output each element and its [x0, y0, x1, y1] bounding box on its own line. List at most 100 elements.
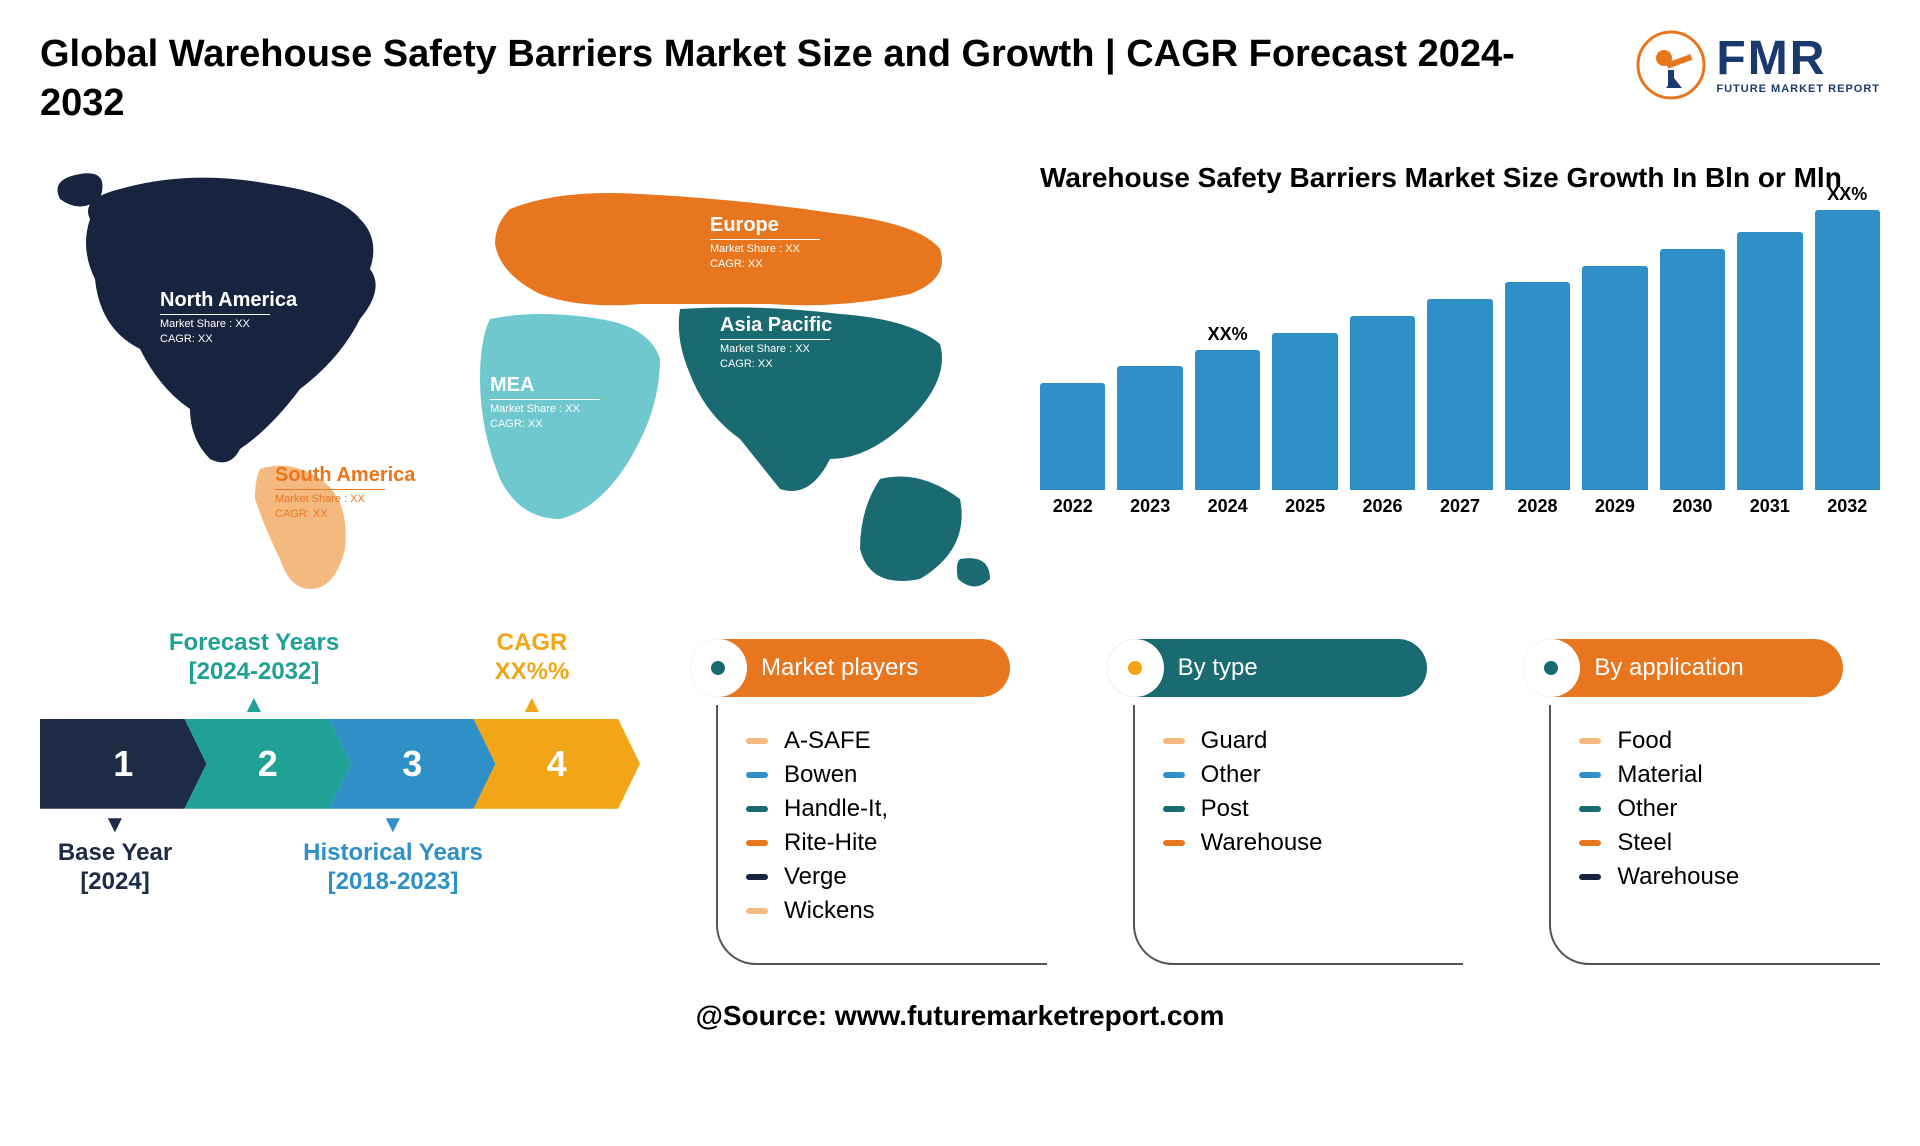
list-item-label: Verge	[784, 863, 847, 891]
region-name: Asia Pacific	[720, 314, 832, 337]
dash-icon	[746, 840, 768, 846]
list-item-label: Rite-Hite	[784, 829, 877, 857]
bar	[1272, 333, 1337, 490]
bar-2029: 2029	[1582, 266, 1647, 517]
triangle-up-icon: ▲	[242, 691, 266, 719]
list-item-label: Warehouse	[1617, 863, 1739, 891]
bar	[1505, 282, 1570, 489]
list-item: Post	[1163, 795, 1452, 823]
column-title: By type	[1164, 654, 1258, 682]
bar-2024: XX%2024	[1195, 350, 1260, 517]
list-item-label: Steel	[1617, 829, 1672, 857]
region-name: Europe	[710, 214, 820, 237]
timeline-label: CAGRXX%%	[442, 629, 622, 687]
list-item-label: Food	[1617, 727, 1672, 755]
bar-year-label: 2024	[1208, 496, 1248, 517]
list-item-label: A-SAFE	[784, 727, 871, 755]
bar	[1040, 383, 1105, 489]
bar-year-label: 2026	[1363, 496, 1403, 517]
bar	[1815, 210, 1880, 490]
label-north-america: North America Market Share : XXCAGR: XX	[160, 289, 297, 348]
logo-text: FMR	[1716, 35, 1880, 83]
column-title: By application	[1580, 654, 1743, 682]
triangle-down-icon: ▼	[103, 811, 127, 839]
bar-year-label: 2029	[1595, 496, 1635, 517]
dash-icon	[1163, 772, 1185, 778]
list-item-label: Material	[1617, 761, 1702, 789]
category-column: Market playersA-SAFEBowenHandle-It,Rite-…	[690, 639, 1047, 965]
logo-subtitle: FUTURE MARKET REPORT	[1716, 83, 1880, 95]
chart-title: Warehouse Safety Barriers Market Size Gr…	[1040, 159, 1880, 197]
timeline-step-2: 2	[185, 719, 352, 809]
bar-2031: 2031	[1737, 232, 1802, 517]
bar-year-label: 2027	[1440, 496, 1480, 517]
timeline-step-3: 3	[329, 719, 496, 809]
bar-2027: 2027	[1427, 299, 1492, 516]
bar-2030: 2030	[1660, 249, 1725, 517]
dash-icon	[1579, 806, 1601, 812]
column-body: Food Material Other Steel Warehouse	[1549, 705, 1880, 965]
dash-icon	[1579, 772, 1601, 778]
list-item-label: Wickens	[784, 897, 875, 925]
dash-icon	[746, 908, 768, 914]
region-name: MEA	[490, 374, 600, 397]
list-item: A-SAFE	[746, 727, 1035, 755]
label-europe: Europe Market Share : XXCAGR: XX	[710, 214, 820, 273]
bar-top-label: XX%	[1827, 184, 1867, 205]
column-body: GuardOtherPostWarehouse	[1133, 705, 1464, 965]
dash-icon	[1163, 806, 1185, 812]
bar-year-label: 2032	[1827, 496, 1867, 517]
header: Global Warehouse Safety Barriers Market …	[40, 30, 1880, 129]
bar-chart: 20222023XX%20242025202620272028202920302…	[1040, 207, 1880, 517]
dash-icon	[1579, 840, 1601, 846]
list-item: Wickens	[746, 897, 1035, 925]
label-asia-pacific: Asia Pacific Market Share : XXCAGR: XX	[720, 314, 832, 373]
column-header-pill: Market players	[690, 639, 1010, 697]
list-item-label: Post	[1201, 795, 1249, 823]
list-item: Warehouse	[1163, 829, 1452, 857]
bar-year-label: 2028	[1517, 496, 1557, 517]
circle-icon	[1523, 639, 1580, 697]
category-columns: Market playersA-SAFEBowenHandle-It,Rite-…	[690, 639, 1880, 965]
timeline-label: Forecast Years[2024-2032]	[164, 629, 344, 687]
dash-icon	[746, 772, 768, 778]
timeline-label: Base Year[2024]	[25, 839, 205, 897]
dash-icon	[1163, 738, 1185, 744]
timeline-step-4: 4	[474, 719, 641, 809]
timeline: 1234 Base Year[2024]▼Forecast Years[2024…	[40, 639, 640, 809]
bar	[1117, 366, 1182, 489]
dash-icon	[1163, 840, 1185, 846]
bar-year-label: 2023	[1130, 496, 1170, 517]
list-item: Food	[1579, 727, 1868, 755]
circle-icon	[1107, 639, 1164, 697]
dash-icon	[746, 874, 768, 880]
bar-year-label: 2025	[1285, 496, 1325, 517]
timeline-label: Historical Years[2018-2023]	[303, 839, 483, 897]
list-item: Other	[1163, 761, 1452, 789]
bar	[1660, 249, 1725, 490]
bar	[1350, 316, 1415, 490]
bar-year-label: 2022	[1053, 496, 1093, 517]
list-item: Material	[1579, 761, 1868, 789]
bar-2025: 2025	[1272, 333, 1337, 517]
bar-top-label: XX%	[1208, 324, 1248, 345]
list-item-label: Other	[1617, 795, 1677, 823]
category-column: By typeGuardOtherPostWarehouse	[1107, 639, 1464, 965]
bar-2028: 2028	[1505, 282, 1570, 516]
timeline-step-1: 1	[40, 719, 207, 809]
list-item: Handle-It,	[746, 795, 1035, 823]
fmr-logo: FMR FUTURE MARKET REPORT	[1636, 30, 1880, 100]
column-header-pill: By application	[1523, 639, 1843, 697]
column-body: A-SAFEBowenHandle-It,Rite-HiteVergeWicke…	[716, 705, 1047, 965]
bar-year-label: 2030	[1672, 496, 1712, 517]
label-south-america: South America Market Share : XXCAGR: XX	[275, 464, 415, 523]
region-name: South America	[275, 464, 415, 487]
dash-icon	[746, 738, 768, 744]
bottom-row: 1234 Base Year[2024]▼Forecast Years[2024…	[40, 639, 1880, 965]
column-title: Market players	[747, 654, 918, 682]
bar-2026: 2026	[1350, 316, 1415, 517]
triangle-up-icon: ▲	[520, 691, 544, 719]
bar	[1427, 299, 1492, 489]
world-map: North America Market Share : XXCAGR: XX …	[40, 159, 1000, 599]
bar-2032: XX%2032	[1815, 210, 1880, 517]
